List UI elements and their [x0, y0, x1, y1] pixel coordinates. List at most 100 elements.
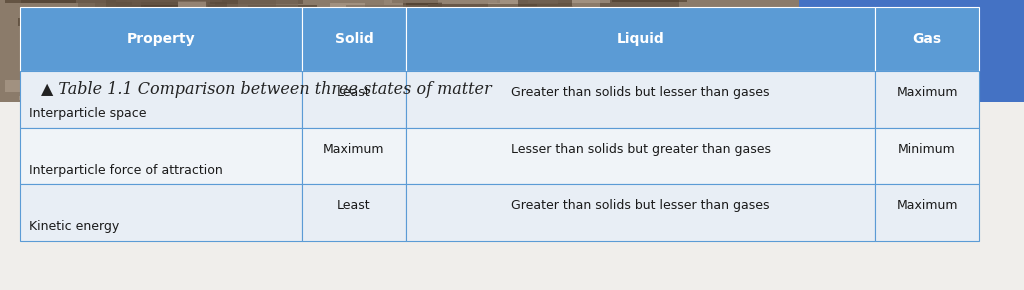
FancyBboxPatch shape: [168, 79, 271, 92]
FancyBboxPatch shape: [984, 6, 1024, 10]
FancyBboxPatch shape: [909, 67, 941, 72]
FancyBboxPatch shape: [710, 68, 826, 72]
FancyBboxPatch shape: [132, 0, 215, 5]
FancyBboxPatch shape: [506, 49, 570, 52]
FancyBboxPatch shape: [304, 52, 350, 64]
FancyBboxPatch shape: [20, 184, 302, 241]
Text: Least: Least: [337, 86, 371, 99]
FancyBboxPatch shape: [248, 90, 331, 97]
FancyBboxPatch shape: [345, 5, 428, 11]
FancyBboxPatch shape: [962, 0, 1024, 12]
FancyBboxPatch shape: [421, 28, 456, 33]
FancyBboxPatch shape: [406, 71, 876, 128]
FancyBboxPatch shape: [635, 28, 678, 32]
Text: Lesser than solids but greater than gases: Lesser than solids but greater than gase…: [511, 143, 770, 156]
FancyBboxPatch shape: [949, 46, 995, 56]
FancyBboxPatch shape: [977, 6, 1024, 9]
FancyBboxPatch shape: [93, 25, 153, 42]
FancyBboxPatch shape: [822, 65, 861, 79]
FancyBboxPatch shape: [20, 128, 302, 184]
FancyBboxPatch shape: [762, 76, 863, 88]
FancyBboxPatch shape: [865, 101, 969, 108]
FancyBboxPatch shape: [408, 43, 522, 51]
FancyBboxPatch shape: [947, 0, 993, 9]
FancyBboxPatch shape: [105, 41, 165, 51]
FancyBboxPatch shape: [876, 128, 979, 184]
FancyBboxPatch shape: [521, 29, 567, 40]
FancyBboxPatch shape: [951, 42, 1024, 49]
FancyBboxPatch shape: [791, 98, 872, 109]
FancyBboxPatch shape: [713, 10, 766, 16]
FancyBboxPatch shape: [700, 26, 817, 42]
FancyBboxPatch shape: [545, 88, 611, 98]
FancyBboxPatch shape: [161, 53, 181, 69]
FancyBboxPatch shape: [248, 5, 316, 22]
FancyBboxPatch shape: [213, 32, 237, 48]
FancyBboxPatch shape: [985, 75, 1024, 82]
FancyBboxPatch shape: [302, 71, 406, 128]
FancyBboxPatch shape: [407, 1, 441, 12]
FancyBboxPatch shape: [38, 91, 59, 95]
FancyBboxPatch shape: [610, 50, 673, 58]
FancyBboxPatch shape: [210, 0, 303, 3]
FancyBboxPatch shape: [743, 20, 803, 27]
FancyBboxPatch shape: [302, 184, 406, 241]
Text: Maximum: Maximum: [896, 86, 957, 99]
FancyBboxPatch shape: [633, 56, 701, 70]
FancyBboxPatch shape: [871, 12, 934, 28]
FancyBboxPatch shape: [402, 0, 487, 12]
FancyBboxPatch shape: [707, 94, 809, 106]
FancyBboxPatch shape: [132, 9, 237, 21]
FancyBboxPatch shape: [116, 2, 226, 8]
FancyBboxPatch shape: [407, 16, 442, 22]
FancyBboxPatch shape: [408, 40, 513, 53]
FancyBboxPatch shape: [353, 30, 443, 40]
FancyBboxPatch shape: [302, 128, 406, 184]
FancyBboxPatch shape: [238, 0, 298, 11]
FancyBboxPatch shape: [815, 4, 870, 12]
FancyBboxPatch shape: [685, 30, 743, 46]
FancyBboxPatch shape: [538, 49, 562, 66]
Text: Gas: Gas: [912, 32, 942, 46]
FancyBboxPatch shape: [0, 102, 1024, 290]
FancyBboxPatch shape: [714, 52, 810, 68]
FancyBboxPatch shape: [876, 7, 979, 71]
FancyBboxPatch shape: [369, 78, 436, 81]
FancyBboxPatch shape: [142, 12, 226, 23]
FancyBboxPatch shape: [5, 0, 76, 3]
FancyBboxPatch shape: [18, 96, 110, 100]
FancyBboxPatch shape: [775, 102, 823, 105]
FancyBboxPatch shape: [193, 48, 249, 59]
FancyBboxPatch shape: [116, 0, 222, 2]
FancyBboxPatch shape: [549, 93, 654, 100]
FancyBboxPatch shape: [660, 30, 770, 37]
FancyBboxPatch shape: [601, 23, 666, 28]
Text: Kinetic energy: Kinetic energy: [29, 220, 119, 233]
FancyBboxPatch shape: [827, 26, 937, 40]
Text: Maximum: Maximum: [896, 199, 957, 212]
Text: Greater than solids but lesser than gases: Greater than solids but lesser than gase…: [511, 199, 770, 212]
FancyBboxPatch shape: [700, 52, 733, 62]
FancyBboxPatch shape: [317, 15, 408, 21]
FancyBboxPatch shape: [406, 7, 876, 71]
FancyBboxPatch shape: [95, 0, 208, 11]
FancyBboxPatch shape: [438, 0, 558, 4]
Text: Solid: Solid: [335, 32, 374, 46]
FancyBboxPatch shape: [345, 78, 372, 95]
FancyBboxPatch shape: [762, 79, 801, 83]
FancyBboxPatch shape: [47, 39, 86, 43]
FancyBboxPatch shape: [179, 0, 253, 2]
FancyBboxPatch shape: [331, 3, 365, 17]
FancyBboxPatch shape: [689, 13, 791, 27]
FancyBboxPatch shape: [5, 79, 82, 93]
FancyBboxPatch shape: [286, 18, 393, 33]
FancyBboxPatch shape: [93, 58, 211, 75]
FancyBboxPatch shape: [326, 89, 370, 98]
FancyBboxPatch shape: [809, 31, 925, 44]
FancyBboxPatch shape: [705, 95, 819, 104]
FancyBboxPatch shape: [207, 0, 275, 12]
FancyBboxPatch shape: [428, 4, 538, 8]
FancyBboxPatch shape: [571, 59, 685, 64]
FancyBboxPatch shape: [715, 81, 806, 90]
Text: Greater than solids but lesser than gases: Greater than solids but lesser than gase…: [511, 86, 770, 99]
